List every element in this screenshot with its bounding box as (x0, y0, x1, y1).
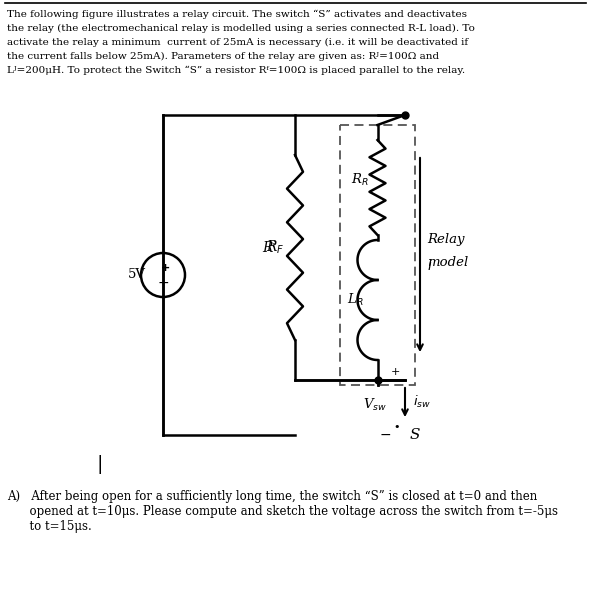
Text: •: • (394, 422, 400, 432)
Text: opened at t=10μs. Please compute and sketch the voltage across the switch from t: opened at t=10μs. Please compute and ske… (7, 505, 558, 518)
Text: R$_R$: R$_R$ (350, 172, 368, 188)
Text: 5V: 5V (128, 269, 146, 281)
Bar (340, 125, 415, 385)
Text: Lᴶ=200μH. To protect the Switch “S” a resistor Rᶠ=100Ω is placed parallel to the: Lᴶ=200μH. To protect the Switch “S” a re… (7, 66, 465, 75)
Text: −: − (379, 428, 391, 442)
Text: $i_{sw}$: $i_{sw}$ (413, 394, 431, 410)
Text: The following figure illustrates a relay circuit. The switch “S” activates and d: The following figure illustrates a relay… (7, 10, 467, 19)
Text: +: + (390, 367, 400, 377)
Text: A)   After being open for a sufficiently long time, the switch “S” is closed at : A) After being open for a sufficiently l… (7, 490, 537, 503)
Text: $i$: $i$ (427, 257, 433, 272)
Text: R$_F$: R$_F$ (266, 239, 284, 256)
Text: the relay (the electromechanical relay is modelled using a series connected R-L : the relay (the electromechanical relay i… (7, 24, 475, 33)
Text: Relay: Relay (427, 234, 465, 247)
Text: |: | (97, 455, 103, 473)
Text: V$_{sw}$: V$_{sw}$ (363, 397, 387, 413)
Text: the current falls below 25mA). Parameters of the relay are given as: Rᴶ=100Ω and: the current falls below 25mA). Parameter… (7, 52, 439, 61)
Text: Rⁱ: Rⁱ (262, 241, 275, 254)
Text: to t=15μs.: to t=15μs. (7, 520, 92, 533)
Text: activate the relay a minimum  current of 25mA is necessary (i.e. it will be deac: activate the relay a minimum current of … (7, 38, 468, 47)
Text: S: S (410, 428, 421, 442)
Text: model: model (427, 256, 468, 269)
Text: −: − (157, 276, 169, 290)
Text: +: + (161, 263, 171, 273)
Text: L$_R$: L$_R$ (347, 292, 364, 308)
